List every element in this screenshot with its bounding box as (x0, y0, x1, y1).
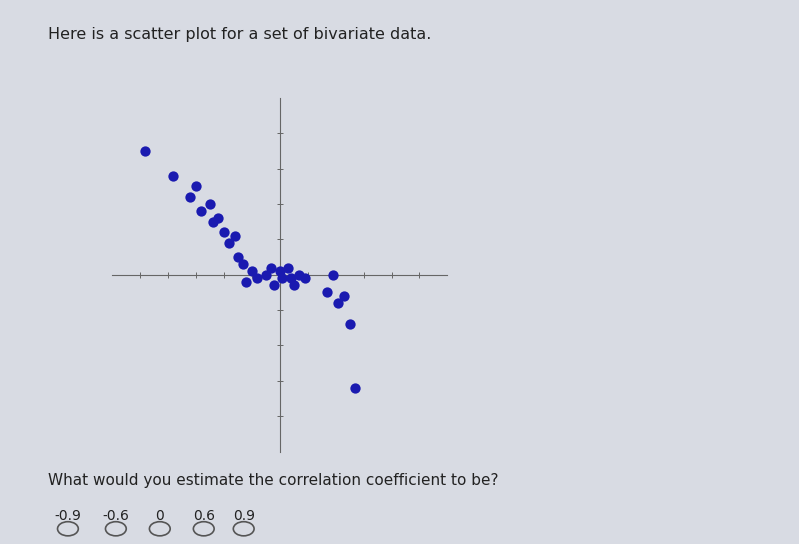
Text: Here is a scatter plot for a set of bivariate data.: Here is a scatter plot for a set of biva… (48, 27, 431, 42)
Point (338, 292, 351, 300)
Point (265, 263, 278, 272)
Point (282, 263, 295, 272)
Point (167, 171, 180, 180)
Point (344, 320, 356, 329)
Point (229, 231, 241, 240)
Point (203, 200, 216, 208)
Point (299, 274, 312, 283)
Point (212, 214, 225, 222)
Point (273, 267, 286, 275)
Text: 0.6: 0.6 (193, 509, 215, 523)
Point (184, 193, 197, 201)
Point (288, 281, 300, 289)
Text: 0.9: 0.9 (233, 509, 255, 523)
Point (259, 270, 272, 279)
Point (292, 270, 305, 279)
Point (217, 228, 230, 237)
Point (327, 270, 340, 279)
Point (251, 274, 264, 283)
Point (240, 277, 252, 286)
Point (276, 274, 289, 283)
Point (195, 207, 208, 215)
Point (232, 252, 244, 261)
Point (321, 288, 334, 297)
Point (223, 238, 236, 247)
Point (245, 267, 258, 275)
Text: -0.9: -0.9 (54, 509, 81, 523)
Point (332, 299, 345, 307)
Point (349, 384, 362, 392)
Point (139, 146, 152, 155)
Text: -0.6: -0.6 (102, 509, 129, 523)
Point (284, 274, 297, 283)
Point (189, 182, 202, 190)
Point (268, 281, 280, 289)
Text: What would you estimate the correlation coefficient to be?: What would you estimate the correlation … (48, 473, 499, 489)
Text: 0: 0 (156, 509, 164, 523)
Point (206, 217, 219, 226)
Point (237, 259, 250, 268)
